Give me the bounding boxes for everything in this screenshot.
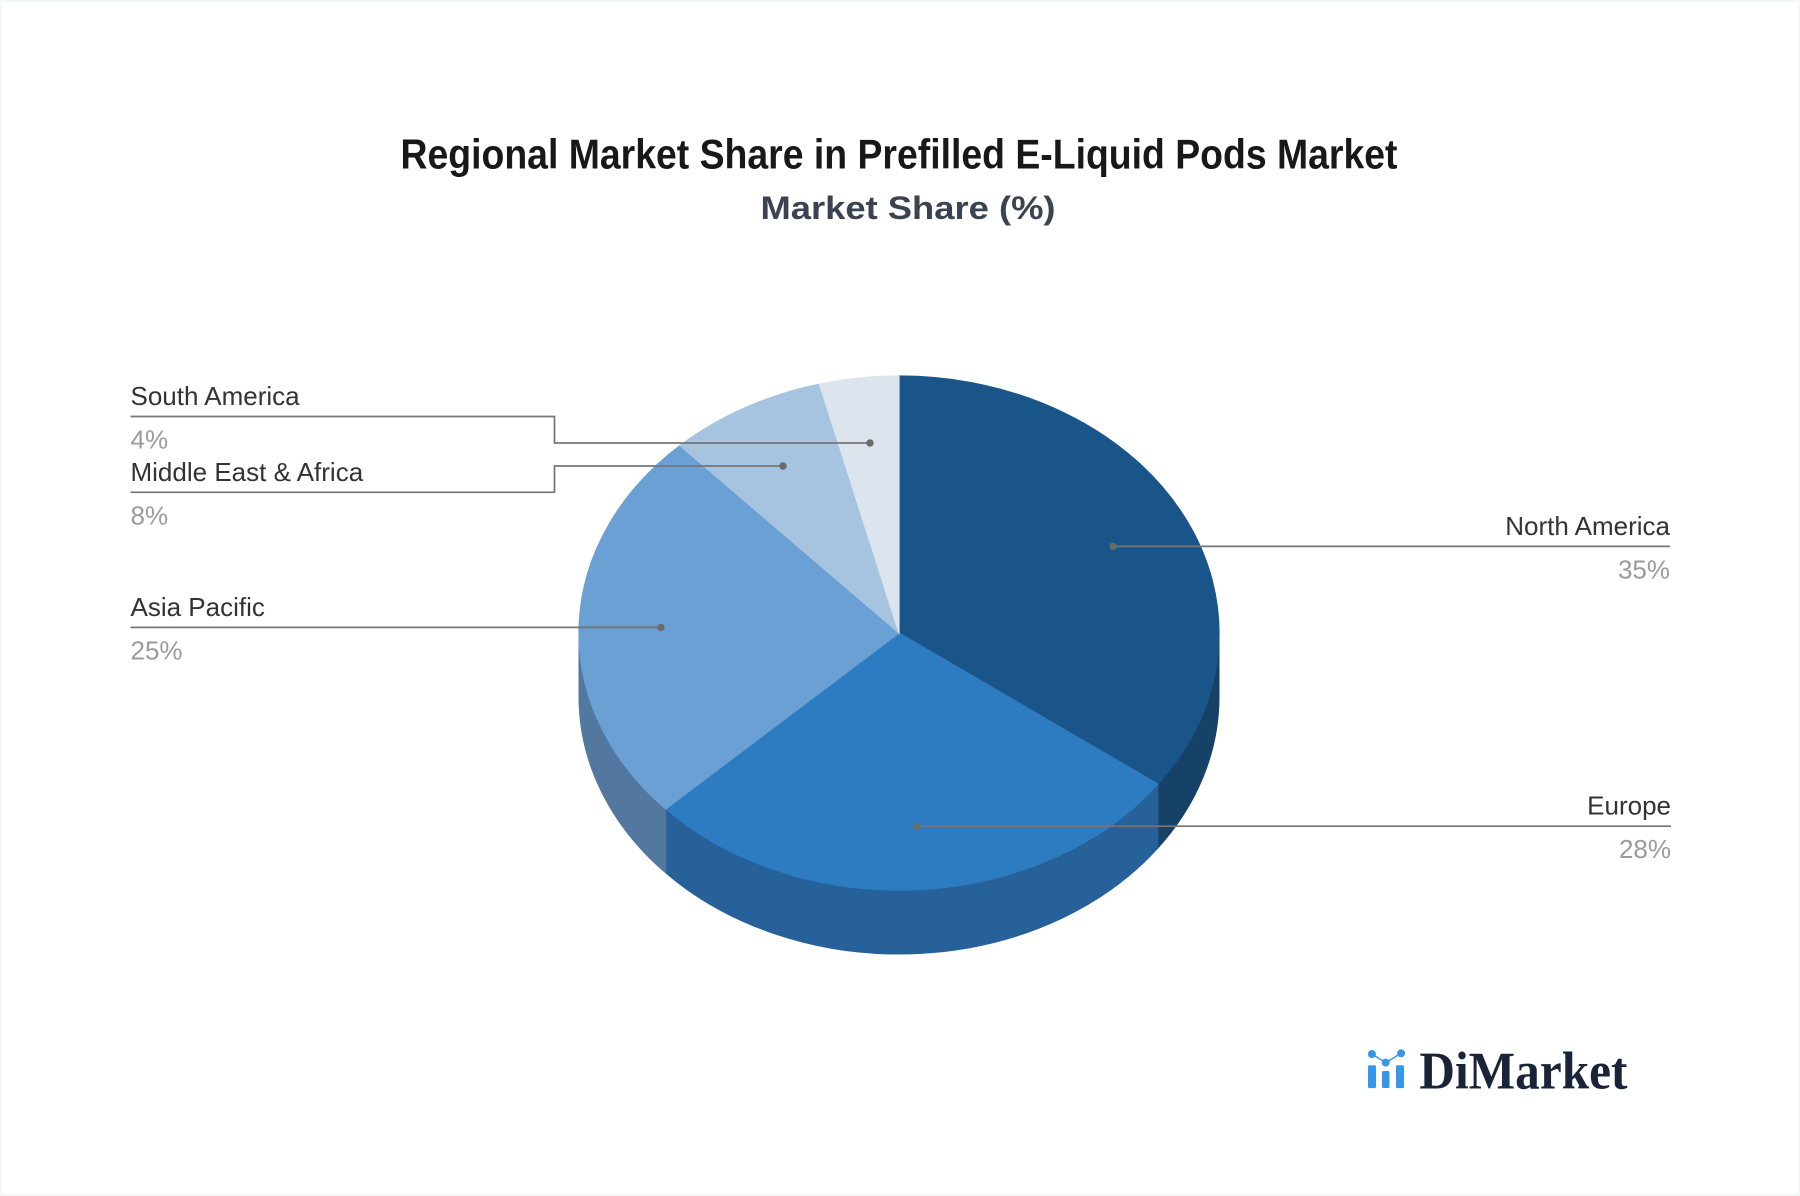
- svg-text:8%: 8%: [131, 500, 169, 530]
- svg-text:4%: 4%: [131, 425, 169, 455]
- svg-text:South America: South America: [131, 381, 301, 411]
- svg-text:Europe: Europe: [1587, 791, 1671, 821]
- svg-text:Middle East & Africa: Middle East & Africa: [131, 457, 364, 487]
- svg-text:25%: 25%: [131, 635, 183, 665]
- svg-text:Market Share (%): Market Share (%): [761, 190, 1056, 226]
- svg-text:DiMarket: DiMarket: [1419, 1043, 1627, 1101]
- svg-text:Asia Pacific: Asia Pacific: [131, 592, 265, 622]
- svg-text:North America: North America: [1505, 511, 1670, 541]
- svg-text:Regional Market Share in Prefi: Regional Market Share in Prefilled E-Liq…: [401, 131, 1398, 178]
- svg-text:28%: 28%: [1619, 834, 1671, 864]
- svg-text:35%: 35%: [1618, 554, 1670, 584]
